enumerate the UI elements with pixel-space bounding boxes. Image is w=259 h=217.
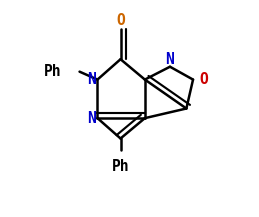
Text: N: N [87,111,96,126]
Text: N: N [166,52,174,67]
Text: O: O [199,72,208,87]
Text: Ph: Ph [112,159,129,174]
Text: N: N [87,72,96,87]
Text: O: O [116,13,125,28]
Text: Ph: Ph [44,64,61,79]
